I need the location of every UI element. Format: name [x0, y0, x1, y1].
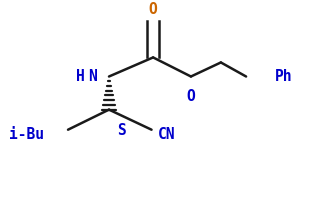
Text: S: S [117, 123, 126, 138]
Text: N: N [88, 69, 97, 84]
Text: H: H [76, 69, 85, 84]
Text: O: O [187, 88, 195, 103]
Text: O: O [149, 2, 158, 17]
Text: CN: CN [158, 127, 175, 142]
Text: Ph: Ph [275, 69, 292, 84]
Text: i-Bu: i-Bu [10, 127, 44, 142]
